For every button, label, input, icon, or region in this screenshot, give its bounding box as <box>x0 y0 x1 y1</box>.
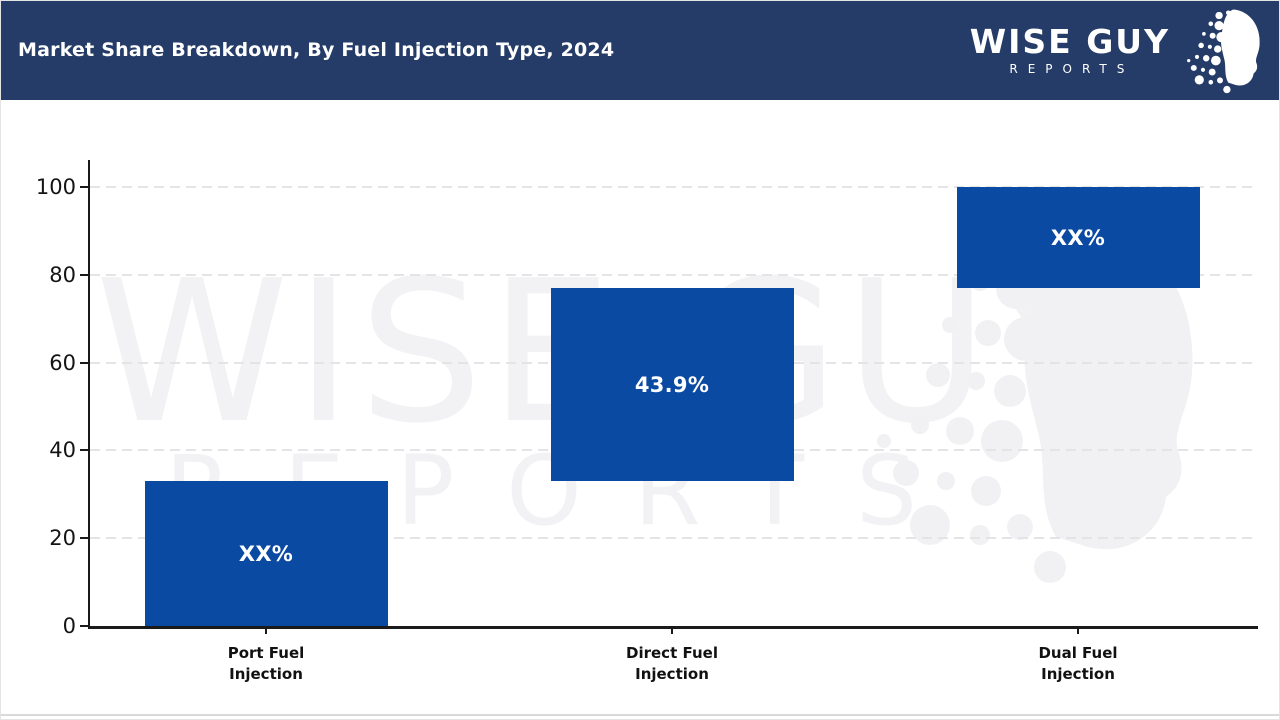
y-axis-tick <box>80 449 88 452</box>
y-axis-tick <box>80 186 88 188</box>
x-axis-tick <box>671 626 673 634</box>
y-axis-tick <box>80 273 88 276</box>
logo-text: WISE GUY REPORTS <box>970 25 1170 75</box>
x-axis-category-label: Dual Fuel Injection <box>1038 644 1118 683</box>
logo-wordmark: WISE GUY <box>969 22 1170 61</box>
y-axis-tick-label: 40 <box>49 438 76 463</box>
y-axis-tick <box>80 537 88 540</box>
y-axis-tick <box>80 625 88 627</box>
logo-subtitle: REPORTS <box>1009 62 1135 76</box>
chart-title: Market Share Breakdown, By Fuel Injectio… <box>18 39 615 61</box>
bar-segment: XX% <box>956 187 1200 289</box>
gridline <box>90 186 1258 188</box>
plot-area: 0 20 40 60 80 100 XX% Port Fuel Injection 43.9% D… <box>36 160 1258 683</box>
bar-segment: XX% <box>144 481 388 626</box>
y-axis-tick-label: 100 <box>35 175 76 199</box>
y-axis-tick-label: 60 <box>49 350 76 375</box>
x-axis-category-label: Direct Fuel Injection <box>626 644 718 683</box>
x-axis-category-label: Port Fuel Injection <box>227 644 305 683</box>
y-axis-tick <box>80 361 88 364</box>
bar-segment: 43.9% <box>550 288 794 482</box>
bar-value-label: XX% <box>238 541 294 566</box>
gridline <box>90 273 1258 276</box>
bar-value-label: XX% <box>1050 225 1106 250</box>
y-axis-tick-label: 0 <box>62 614 76 638</box>
y-axis-tick-label: 20 <box>49 526 76 551</box>
x-axis-tick <box>265 626 267 634</box>
x-axis-tick <box>1077 626 1079 634</box>
bar-value-label: 43.9% <box>634 372 710 397</box>
y-axis-tick-label: 80 <box>49 262 76 287</box>
gridline <box>90 537 1258 540</box>
wise-guy-reports-logo: WISE GUY REPORTS <box>970 4 1280 96</box>
header-bar: Market Share Breakdown, By Fuel Injectio… <box>0 0 1280 100</box>
footer-divider <box>0 714 1280 716</box>
logo-face-icon <box>1187 9 1260 94</box>
